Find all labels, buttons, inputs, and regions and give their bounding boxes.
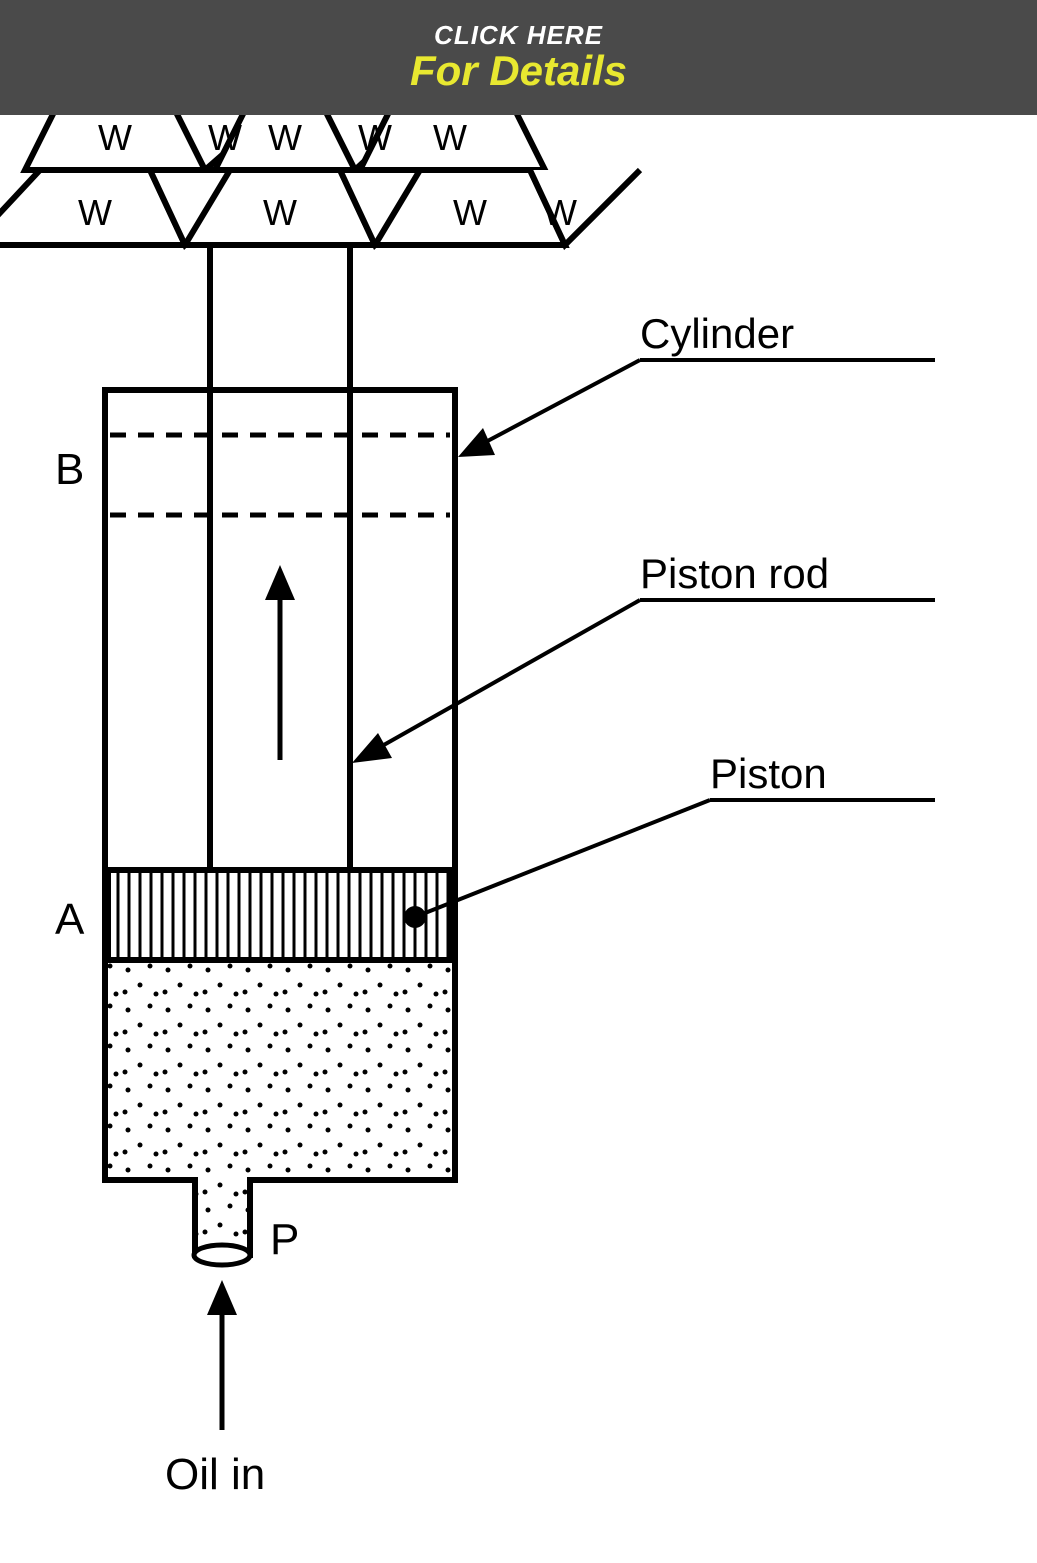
svg-text:W: W [358,117,392,158]
label-piston-rod: Piston rod [640,550,829,598]
oil-in-arrow [207,1280,237,1430]
banner-line2: For Details [410,47,627,95]
hydraulic-diagram: W W W W W W W W W W [0,0,1037,1563]
piston-element [108,870,452,960]
piston-rod-upper [210,245,350,390]
cylinder-leader [458,360,935,457]
label-cylinder: Cylinder [640,310,794,358]
svg-text:W: W [433,117,467,158]
svg-text:W: W [453,192,487,233]
label-B: B [55,445,84,495]
svg-text:W: W [78,192,112,233]
label-P: P [270,1215,299,1265]
piston-leader [404,800,935,928]
label-oil-in: Oil in [165,1450,265,1500]
oil-inlet-fill [198,1180,247,1252]
label-piston: Piston [710,750,827,798]
svg-text:W: W [543,192,577,233]
svg-text:W: W [263,192,297,233]
svg-text:W: W [98,117,132,158]
inlet-port [194,1245,250,1265]
click-here-banner[interactable]: CLICK HERE For Details [0,0,1037,115]
label-A: A [55,895,84,945]
oil-region [108,963,452,1177]
svg-text:W: W [208,117,242,158]
svg-text:W: W [268,117,302,158]
